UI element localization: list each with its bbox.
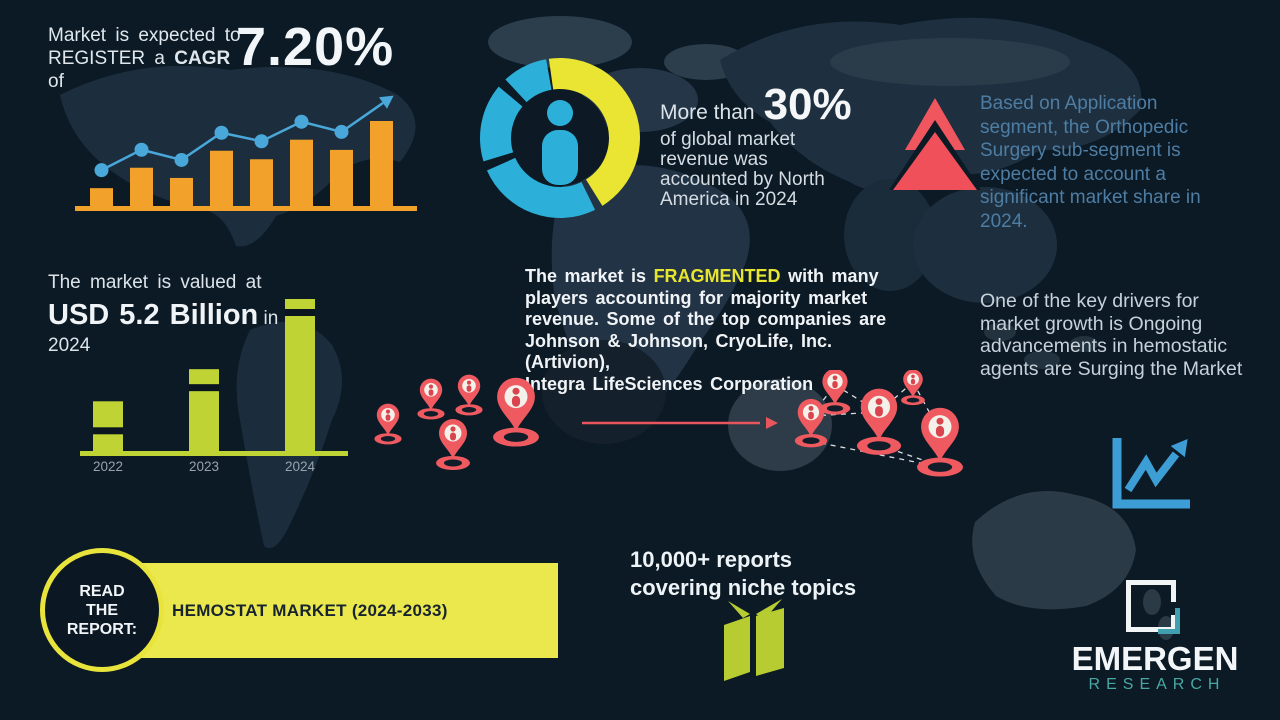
market-share-donut-chart bbox=[480, 58, 640, 218]
driver-line: agents are Surging the Market bbox=[980, 357, 1243, 380]
cagr-line2-post: of bbox=[48, 71, 64, 92]
reports-count: 10,000+ reports covering niche topics bbox=[630, 546, 856, 602]
key-driver-text: One of the key drivers for market growth… bbox=[980, 290, 1248, 380]
na-stat-prefix: More than bbox=[660, 101, 755, 124]
reports-line2: covering niche topics bbox=[630, 575, 857, 600]
logo-square-notch bbox=[1171, 602, 1176, 615]
app-line: significant market share in bbox=[980, 187, 1201, 208]
cagr-line2-pre: REGISTER a bbox=[48, 48, 175, 69]
na-stat-line: America in 2024 bbox=[660, 189, 798, 210]
frag-highlight: FRAGMENTED bbox=[653, 266, 781, 286]
application-segment-text: Based on Application segment, the Orthop… bbox=[980, 92, 1240, 233]
svg-text:2022: 2022 bbox=[93, 459, 123, 474]
cta-circle-line: THE bbox=[86, 601, 118, 619]
cagr-keyword: CAGR bbox=[174, 48, 231, 69]
cagr-line1: Market is expected to bbox=[48, 25, 241, 46]
app-line: expected to account a bbox=[980, 163, 1166, 185]
read-report-button[interactable]: READ THE REPORT: bbox=[40, 548, 164, 672]
cta-circle-line: READ bbox=[79, 582, 125, 600]
line-chart-arrow-icon bbox=[1112, 438, 1190, 509]
frag-line1-pre: The market is bbox=[525, 266, 654, 286]
location-pin-person-icon bbox=[856, 388, 902, 455]
frag-line: revenue. Some of the top companies are bbox=[525, 309, 887, 329]
location-pin-person-icon bbox=[901, 370, 925, 406]
emergen-logo-mark bbox=[1126, 580, 1182, 638]
north-america-stat: More than 30% of global market revenue w… bbox=[660, 80, 900, 210]
open-book-icon bbox=[724, 599, 784, 681]
location-pin-person-icon bbox=[374, 403, 402, 445]
na-stat-value: 30% bbox=[763, 80, 852, 129]
location-pin-network bbox=[374, 370, 963, 477]
brand-subtitle: RESEARCH bbox=[1088, 676, 1226, 693]
reports-line1: 10,000+ reports bbox=[630, 547, 793, 572]
valuation-year: 2024 bbox=[48, 335, 91, 356]
location-pin-person-icon bbox=[917, 407, 963, 477]
fragmented-paragraph: The market is FRAGMENTED with many playe… bbox=[525, 266, 900, 395]
cagr-headline: Market is expected to REGISTER a CAGR of bbox=[48, 24, 248, 93]
na-stat-line: accounted by North bbox=[660, 169, 825, 190]
logo-teal-corner bbox=[1158, 608, 1180, 634]
cta-circle-line: REPORT: bbox=[66, 620, 138, 638]
valuation-value: USD 5.2 Billion bbox=[48, 299, 259, 331]
report-title: HEMOSTAT MARKET (2024-2033) bbox=[172, 600, 448, 620]
frag-line: Integra LifeSciences Corporation bbox=[525, 373, 814, 394]
app-line: 2024. bbox=[980, 210, 1028, 232]
market-value-bar-chart: 2022 2023 2024 bbox=[80, 299, 348, 474]
app-line: Based on Application bbox=[980, 93, 1158, 114]
valuation-line1: The market is valued at bbox=[48, 272, 262, 293]
location-pin-person-icon bbox=[493, 377, 539, 447]
svg-text:2024: 2024 bbox=[285, 459, 316, 474]
app-line: segment, the Orthopedic bbox=[980, 116, 1189, 138]
valuation-suffix: in bbox=[258, 308, 279, 329]
double-up-arrow-icon bbox=[889, 98, 981, 190]
driver-line: One of the key drivers for bbox=[980, 290, 1199, 312]
frag-line: players accounting for majority market bbox=[525, 287, 868, 308]
growth-bar-chart bbox=[75, 95, 417, 211]
na-stat-line: revenue was bbox=[660, 149, 768, 170]
driver-line: market growth is Ongoing bbox=[980, 312, 1203, 335]
location-pin-person-icon bbox=[455, 374, 483, 416]
location-pin-person-icon bbox=[819, 370, 851, 415]
frag-line: Johnson & Johnson, CryoLife, Inc. (Artiv… bbox=[525, 330, 833, 373]
person-icon bbox=[542, 100, 578, 185]
frag-line1-post: with many bbox=[780, 266, 879, 286]
valuation-block: The market is valued at USD 5.2 Billion … bbox=[48, 272, 278, 357]
na-stat-line: of global market bbox=[660, 129, 796, 150]
cagr-value: 7.20% bbox=[236, 17, 395, 77]
app-line: Surgery sub-segment is bbox=[980, 140, 1181, 161]
svg-text:2023: 2023 bbox=[189, 459, 219, 474]
driver-line: advancements in hemostatic bbox=[980, 335, 1228, 357]
location-pin-person-icon bbox=[436, 419, 470, 470]
report-banner[interactable]: HEMOSTAT MARKET (2024-2033) bbox=[130, 563, 558, 658]
location-pin-person-icon bbox=[794, 398, 828, 448]
location-pin-person-icon bbox=[417, 378, 445, 420]
brand-name: EMERGEN bbox=[1071, 640, 1239, 677]
